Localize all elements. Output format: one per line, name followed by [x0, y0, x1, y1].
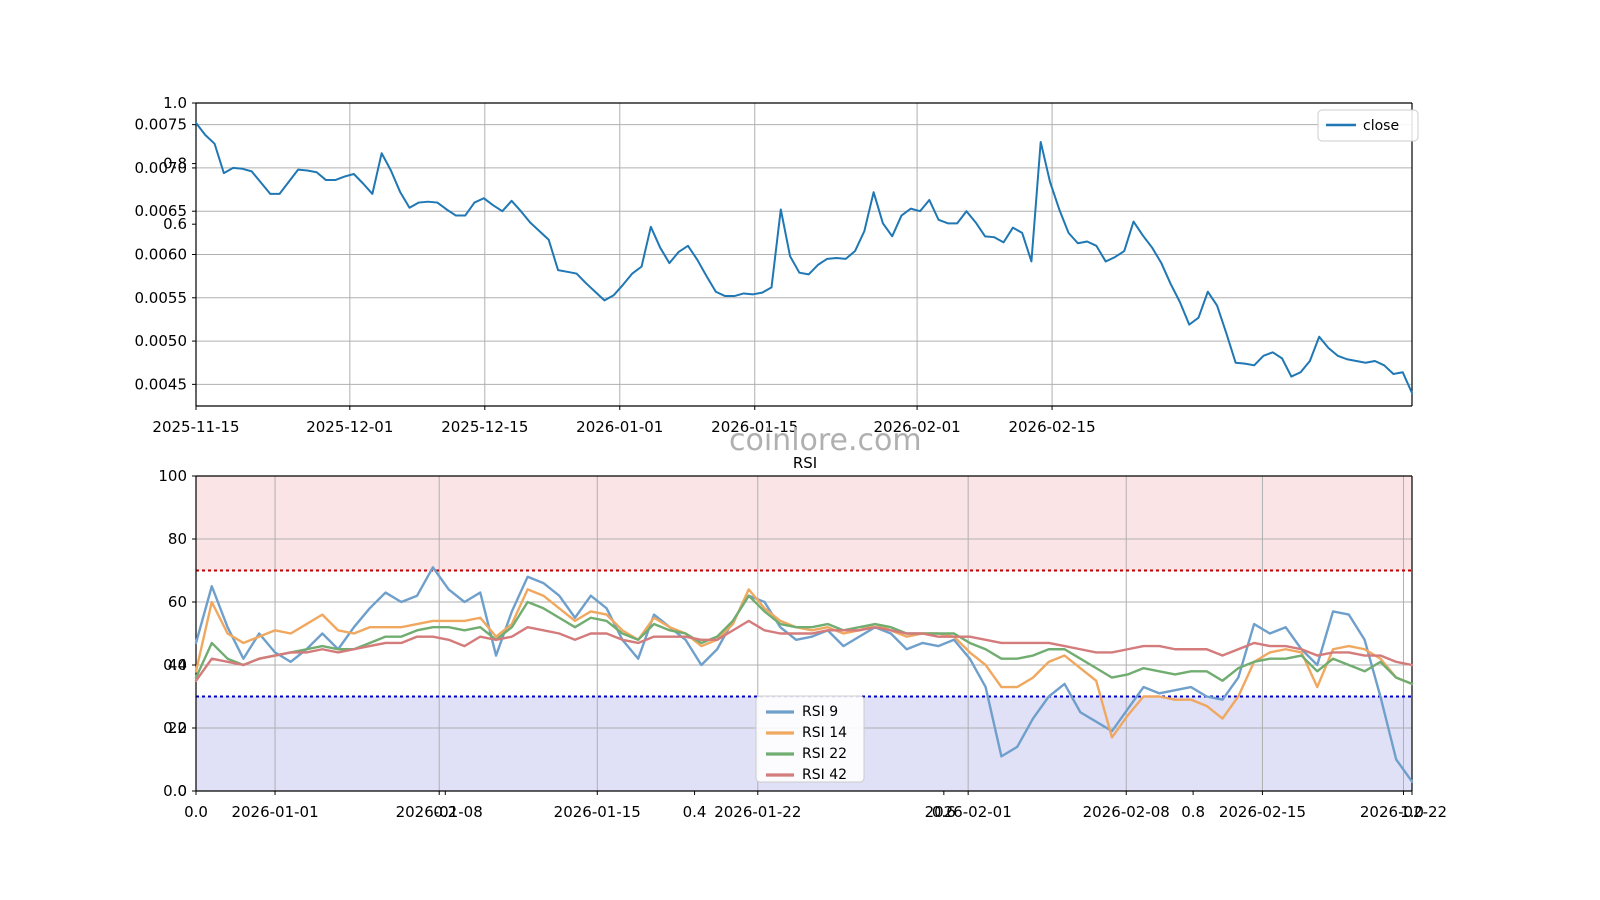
- rsi-legend-label: RSI 9: [802, 704, 838, 720]
- rsi-x-tick-label: 2026-02-01: [925, 803, 1012, 821]
- rsi-y-axis-labels: 0 20 40 60 80 100: [158, 467, 187, 800]
- rsi-x-tick-label: 0.6: [932, 803, 956, 821]
- price-y-tick-label: 0.0065: [135, 202, 188, 220]
- rsi-42-line: [194, 619, 1414, 682]
- rsi-panel: 0 20 40 60 80 100 0.0 0.2 0.4 0.0 2026-01-01 2026…: [158, 454, 1447, 821]
- price-y-tick-label: 0.0070: [135, 159, 188, 177]
- rsi-x-tick-label: 0.4: [683, 803, 707, 821]
- rsi-legend-label: RSI 22: [802, 746, 847, 762]
- rsi-x-tick-label: 1.0: [1400, 803, 1424, 821]
- watermark: coinlore.com: [729, 423, 922, 458]
- price-y-tick-label: 0.0045: [135, 375, 188, 393]
- rsi-x-tick-label: 0.0: [184, 803, 208, 821]
- price-y-tick-label-secondary: 0.8: [163, 155, 187, 173]
- price-x-axis-labels: 2025-11-15 2025-12-01 2025-12-15 2026-01-01…: [152, 418, 1095, 436]
- rsi-y-axis-secondary-labels: 0.0 0.2 0.4: [163, 656, 196, 800]
- rsi-y-tick-label: 0: [177, 782, 187, 800]
- rsi-legend-box: [755, 695, 865, 783]
- price-x-tick-label: 2025-12-01: [306, 418, 393, 436]
- price-x-tick-label: 2026-01-01: [576, 418, 663, 436]
- rsi-x-tick-label: 0.8: [1181, 803, 1205, 821]
- rsi-x-tick-label: 2026-01-01: [231, 803, 318, 821]
- rsi-panel-title: RSI: [793, 454, 817, 472]
- price-x-tick-label: 2025-11-15: [152, 418, 239, 436]
- rsi-22-line: [194, 594, 1414, 686]
- price-x-tick-label: 2026-02-15: [1008, 418, 1095, 436]
- rsi-y-tick-label: 20: [168, 719, 187, 737]
- price-y-tick-label-secondary: 1.0: [163, 94, 187, 112]
- overbought-band: [196, 476, 1412, 571]
- rsi-legend: RSI 9 RSI 14 RSI 22 RSI 42: [755, 695, 865, 783]
- price-panel: 0.0045 0.0050 0.0055 0.0060 0.0065 0.0070 0.00…: [135, 94, 1419, 436]
- rsi-legend-label: RSI 42: [802, 767, 847, 783]
- price-y-tick-label: 0.0060: [135, 246, 188, 264]
- rsi-y-tick-label: 100: [158, 467, 187, 485]
- price-y-tick-label: 0.0055: [135, 289, 188, 307]
- rsi-x-axis-labels: 0.0 2026-01-01 2026-01-080.2 2026-01-15 2026…: [184, 803, 1447, 821]
- rsi-x-tick-label: 2026-01-22: [714, 803, 801, 821]
- price-y-axis-secondary-labels: 0.6 0.8 1.0: [163, 94, 196, 233]
- rsi-x-tick-label: 0.2: [433, 803, 457, 821]
- rsi-y-tick-label: 60: [168, 593, 187, 611]
- price-gridlines: [192, 103, 1412, 410]
- close-price-line: [195, 121, 1413, 395]
- rsi-x-tick-label: 2026-02-08: [1083, 803, 1170, 821]
- price-y-axis-labels: 0.0045 0.0050 0.0055 0.0060 0.0065 0.0070 0.00…: [135, 116, 188, 394]
- rsi-legend-label: RSI 14: [802, 725, 847, 741]
- rsi-y-tick-label: 40: [168, 656, 187, 674]
- price-y-tick-label: 0.0050: [135, 332, 188, 350]
- price-legend-box: [1317, 109, 1419, 142]
- price-legend-label: close: [1363, 118, 1399, 134]
- price-x-tick-label: 2026-02-01: [873, 418, 960, 436]
- rsi-y-tick-label-secondary: 0.2: [163, 719, 187, 737]
- price-y-tick-label: 0.0075: [135, 116, 188, 134]
- rsi-9-line: [194, 566, 1414, 783]
- price-x-tick-label: 2026-01-15: [711, 418, 798, 436]
- rsi-x-tick-label: 2026-02-15: [1219, 803, 1306, 821]
- rsi-y-tick-label-secondary: 0.4: [163, 656, 187, 674]
- price-x-tick-label: 2025-12-15: [441, 418, 528, 436]
- rsi-x-tick-label: 2026-01-15: [554, 803, 641, 821]
- rsi-14-line: [194, 588, 1414, 739]
- rsi-y-tick-label-secondary: 0.0: [163, 782, 187, 800]
- price-legend: close: [1317, 109, 1419, 142]
- rsi-x-tick-label: 2026-02-22: [1360, 803, 1447, 821]
- price-y-tick-label-secondary: 0.6: [163, 215, 187, 233]
- rsi-x-tick-label: 2026-01-08: [396, 803, 483, 821]
- rsi-y-tick-label: 80: [168, 530, 187, 548]
